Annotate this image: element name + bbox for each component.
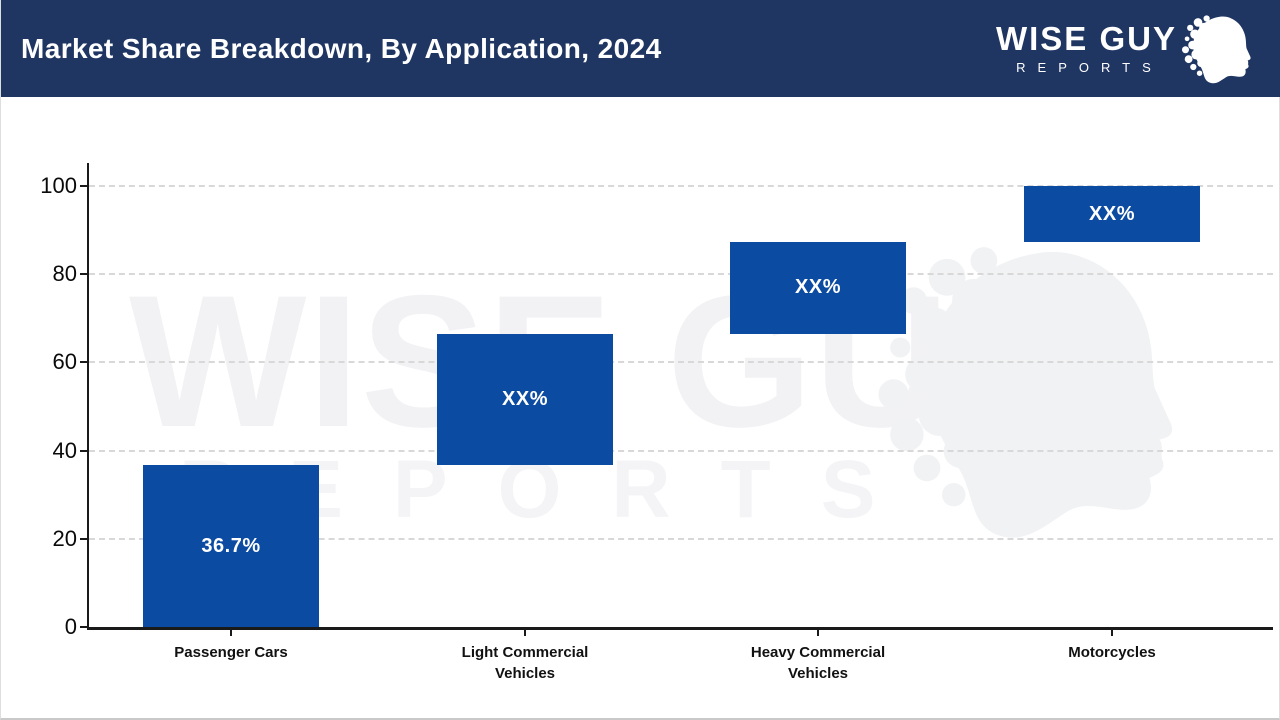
bar: XX% [437, 333, 613, 466]
bar: XX% [1024, 186, 1200, 242]
y-axis-line [87, 163, 89, 630]
logo-face-icon [1181, 14, 1251, 83]
y-axis-tick-label: 20 [52, 525, 77, 551]
bar: 36.7% [143, 465, 319, 627]
x-axis-tick-mark [817, 627, 819, 636]
gridline [89, 537, 1273, 540]
y-axis-tick-label: 0 [64, 614, 77, 639]
bar: XX% [730, 242, 906, 334]
x-axis-line [87, 627, 1273, 630]
header-bar: Market Share Breakdown, By Application, … [1, 0, 1280, 97]
y-axis-tick-mark [80, 273, 89, 276]
x-axis-tick-mark [524, 627, 526, 636]
gridline [89, 185, 1273, 187]
gridline [89, 273, 1273, 276]
watermark-face-icon [878, 247, 1173, 538]
x-axis-tick-label: Passenger Cars [174, 644, 288, 661]
wise-guy-logo: WISE GUY REPORTS [996, 6, 1253, 92]
x-axis-tick-mark [230, 627, 232, 636]
y-axis-tick-label: 100 [40, 173, 77, 198]
logo-wordmark: WISE GUY [995, 20, 1177, 57]
chart-plot-area: WISE GUY REPORTS 0 20 40 60 80 100 36.7% XX% XX%… [1, 97, 1280, 720]
bar-value-label: 36.7% [201, 534, 261, 557]
x-axis-tick-label: Motorcycles [1068, 644, 1156, 661]
y-axis-tick-mark [80, 626, 89, 628]
bar-value-label: XX% [795, 276, 841, 299]
y-axis-tick-label: 40 [52, 437, 77, 463]
logo-subtitle: REPORTS [1016, 60, 1163, 75]
chart-title: Market Share Breakdown, By Application, … [21, 32, 662, 64]
x-axis-tick-label: Heavy Commercial Vehicles [750, 644, 886, 682]
y-axis-tick-mark [80, 185, 89, 187]
gridline [89, 449, 1273, 452]
y-axis-tick-label: 60 [52, 349, 77, 375]
y-axis-tick-mark [80, 361, 89, 364]
y-axis-tick-mark [80, 449, 89, 452]
logo-text: WISE GUY REPORTS [996, 22, 1177, 75]
bar-value-label: XX% [1089, 202, 1135, 225]
gridline [89, 361, 1273, 364]
bar-value-label: XX% [502, 387, 548, 410]
x-axis-tick-label: Light Commercial Vehicles [461, 644, 589, 682]
x-axis-tick-mark [1111, 627, 1113, 636]
y-axis-tick-label: 80 [52, 261, 77, 287]
y-axis-tick-mark [80, 537, 89, 540]
